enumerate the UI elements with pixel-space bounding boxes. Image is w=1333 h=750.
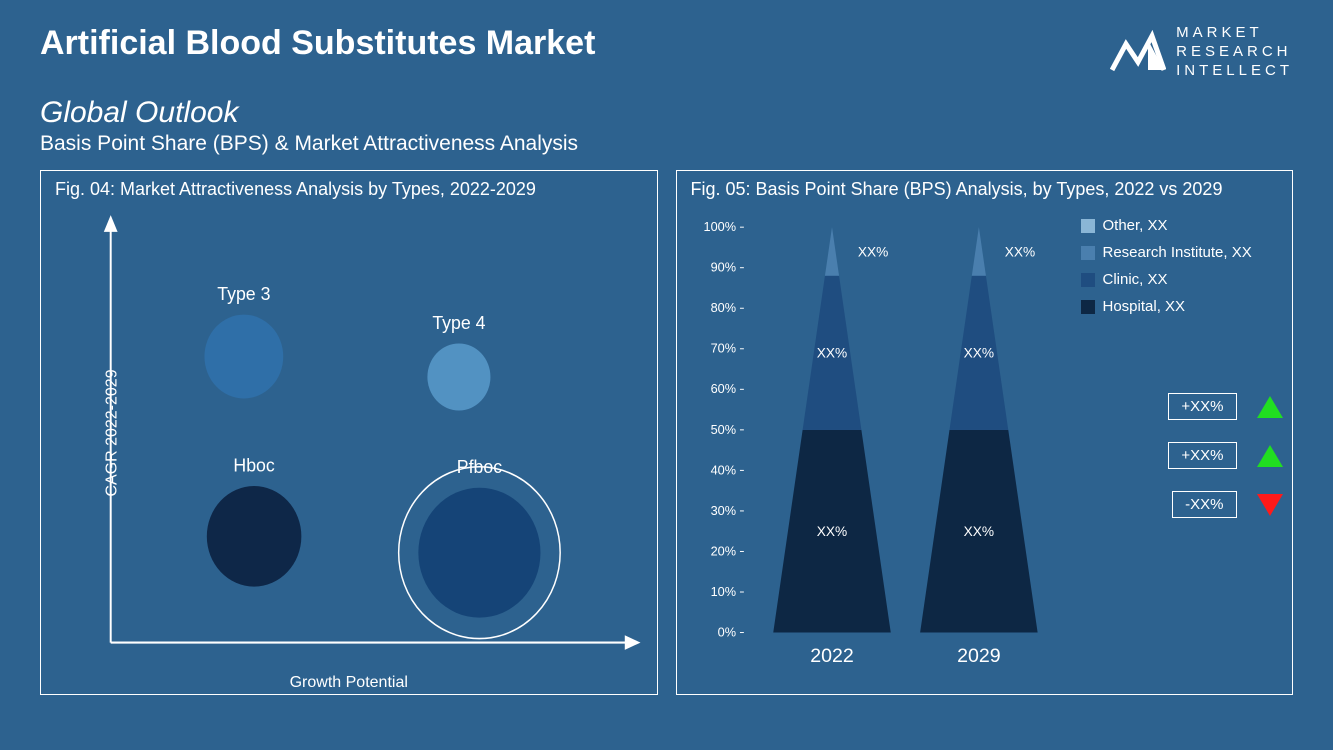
legend-swatch: [1081, 219, 1095, 233]
change-row: -XX%: [1081, 491, 1291, 518]
legend-item: Research Institute, XX: [1081, 244, 1291, 261]
sub-header: Global Outlook Basis Point Share (BPS) &…: [0, 88, 1333, 156]
bubble-label: Pfboc: [457, 456, 502, 478]
fig05-legend: Other, XX Research Institute, XX Clinic, X…: [1081, 217, 1291, 325]
svg-text:XX%: XX%: [816, 346, 846, 361]
svg-text:XX%: XX%: [963, 346, 993, 361]
legend-swatch: [1081, 300, 1095, 314]
legend-label: Other, XX: [1103, 217, 1168, 234]
header: Artificial Blood Substitutes Market MARK…: [0, 0, 1333, 88]
svg-text:40%: 40%: [710, 463, 735, 478]
legend-label: Hospital, XX: [1103, 298, 1186, 315]
arrow-up-icon: [1255, 394, 1285, 420]
logo-icon: [1110, 30, 1166, 74]
svg-text:2029: 2029: [957, 645, 1001, 667]
legend-label: Research Institute, XX: [1103, 244, 1252, 261]
legend-swatch: [1081, 246, 1095, 260]
logo-line-3: INTELLECT: [1176, 62, 1293, 81]
brand-logo: MARKET RESEARCH INTELLECT: [1110, 24, 1293, 80]
fig05-title: Fig. 05: Basis Point Share (BPS) Analysi…: [677, 171, 1293, 206]
fig04-title: Fig. 04: Market Attractiveness Analysis …: [41, 171, 657, 206]
svg-text:0%: 0%: [717, 625, 735, 640]
svg-text:XX%: XX%: [1004, 245, 1034, 260]
svg-text:100%: 100%: [703, 219, 736, 234]
svg-text:60%: 60%: [710, 381, 735, 396]
svg-text:50%: 50%: [710, 422, 735, 437]
logo-text: MARKET RESEARCH INTELLECT: [1176, 24, 1293, 80]
change-row: +XX%: [1081, 393, 1291, 420]
legend-swatch: [1081, 273, 1095, 287]
fig04-panel: Fig. 04: Market Attractiveness Analysis …: [40, 170, 658, 695]
logo-line-2: RESEARCH: [1176, 43, 1293, 62]
page-title: Artificial Blood Substitutes Market: [40, 24, 595, 63]
svg-text:70%: 70%: [710, 341, 735, 356]
svg-text:20%: 20%: [710, 544, 735, 559]
svg-text:90%: 90%: [710, 260, 735, 275]
svg-text:XX%: XX%: [963, 524, 993, 539]
bubble-label: Hboc: [233, 454, 274, 476]
svg-text:30%: 30%: [710, 503, 735, 518]
bubble-label: Type 3: [217, 283, 270, 305]
change-row: +XX%: [1081, 442, 1291, 469]
bubble-label: Type 4: [432, 312, 485, 334]
svg-text:XX%: XX%: [816, 524, 846, 539]
legend-item: Other, XX: [1081, 217, 1291, 234]
fig04-x-axis-label: Growth Potential: [290, 674, 408, 692]
logo-line-1: MARKET: [1176, 24, 1293, 43]
change-chip: +XX%: [1168, 393, 1236, 420]
svg-text:10%: 10%: [710, 584, 735, 599]
change-chip: -XX%: [1172, 491, 1236, 518]
legend-label: Clinic, XX: [1103, 271, 1168, 288]
arrow-up-icon: [1255, 443, 1285, 469]
sub-description: Basis Point Share (BPS) & Market Attract…: [40, 132, 1293, 156]
arrow-down-icon: [1255, 492, 1285, 518]
fig05-changes: +XX% +XX% -XX%: [1081, 393, 1291, 540]
change-chip: +XX%: [1168, 442, 1236, 469]
svg-text:2022: 2022: [810, 645, 854, 667]
legend-item: Hospital, XX: [1081, 298, 1291, 315]
fig04-chart: Type 3 Type 4 Hboc Pfboc: [91, 213, 643, 674]
fig05-panel: Fig. 05: Basis Point Share (BPS) Analysi…: [676, 170, 1294, 695]
svg-text:XX%: XX%: [857, 245, 887, 260]
global-outlook-heading: Global Outlook: [40, 96, 1293, 130]
legend-item: Clinic, XX: [1081, 271, 1291, 288]
svg-text:80%: 80%: [710, 300, 735, 315]
